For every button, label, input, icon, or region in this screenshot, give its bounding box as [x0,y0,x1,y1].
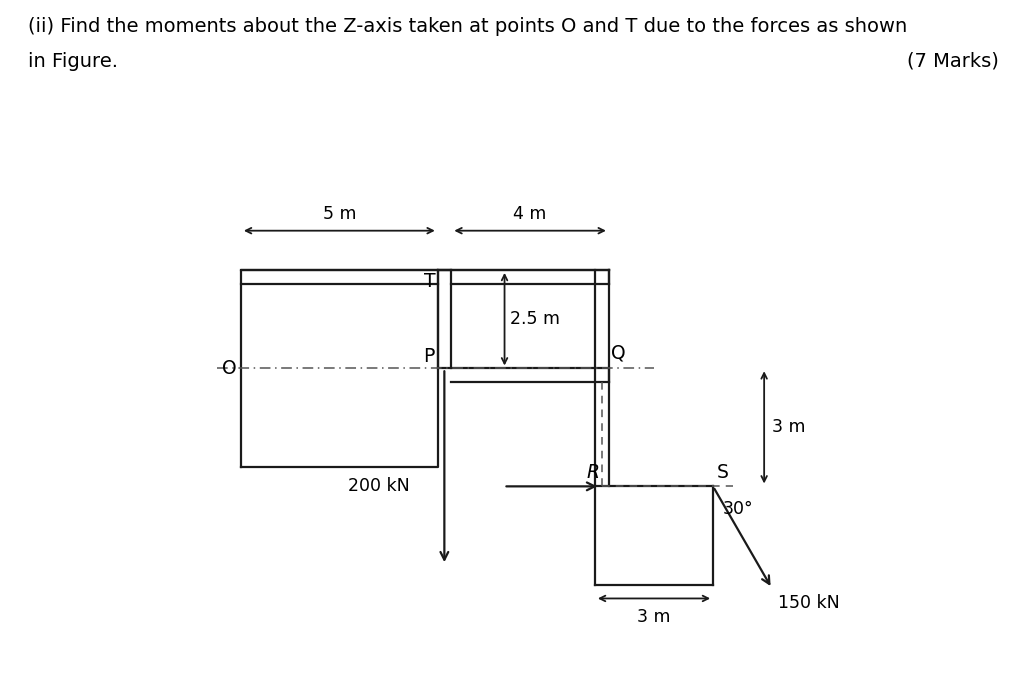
Text: 150 kN: 150 kN [778,594,840,612]
Text: 30°: 30° [723,500,754,518]
Text: 3 m: 3 m [637,608,671,626]
Text: 4 m: 4 m [513,205,547,223]
Text: S: S [717,464,729,482]
Text: O: O [221,359,237,378]
Text: (7 Marks): (7 Marks) [906,52,998,70]
Text: Q: Q [610,343,626,363]
Text: R: R [587,464,600,482]
Text: 5 m: 5 m [323,205,356,223]
Text: 2.5 m: 2.5 m [510,310,560,328]
Text: T: T [424,272,435,291]
Text: in Figure.: in Figure. [28,52,118,70]
Text: (ii) Find the moments about the Z-axis taken at points O and T due to the forces: (ii) Find the moments about the Z-axis t… [28,17,907,36]
Text: 200 kN: 200 kN [348,477,410,495]
Text: P: P [423,348,434,366]
Text: 3 m: 3 m [772,418,806,436]
